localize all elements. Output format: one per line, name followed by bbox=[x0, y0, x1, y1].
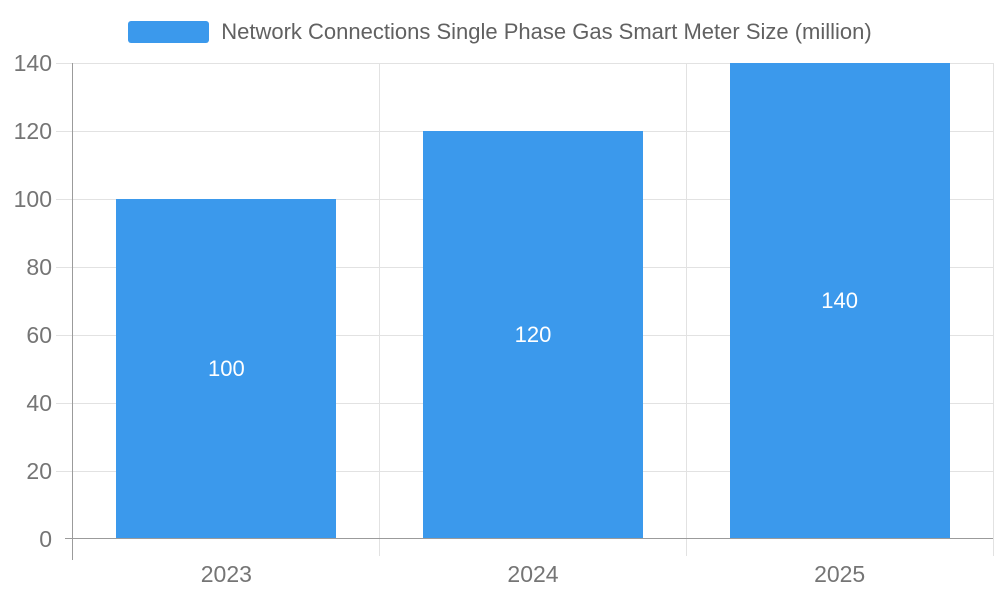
x-axis-category-label: 2023 bbox=[200, 561, 252, 587]
y-axis-line bbox=[72, 63, 73, 560]
y-axis-tick-label: 140 bbox=[13, 50, 52, 76]
bar-2025[interactable] bbox=[729, 63, 950, 539]
legend-label: Network Connections Single Phase Gas Sma… bbox=[221, 19, 872, 44]
bar-value-label: 140 bbox=[821, 288, 859, 313]
bar-2023[interactable] bbox=[116, 199, 337, 539]
y-axis-tick-label: 40 bbox=[26, 390, 52, 416]
y-axis-tick-label: 100 bbox=[13, 186, 52, 212]
bar-value-label: 120 bbox=[514, 322, 552, 347]
x-axis-category-label: 2024 bbox=[507, 561, 559, 587]
y-axis-tick-label: 80 bbox=[26, 254, 52, 280]
legend-item[interactable]: Network Connections Single Phase Gas Sma… bbox=[0, 18, 1000, 46]
x-gridline bbox=[379, 63, 381, 556]
x-gridline bbox=[685, 63, 687, 556]
x-axis-category-label: 2025 bbox=[814, 561, 866, 587]
y-axis-tick-label: 0 bbox=[39, 526, 52, 552]
bar-value-label: 100 bbox=[207, 356, 245, 381]
y-axis-tick-label: 20 bbox=[26, 458, 52, 484]
x-gridline bbox=[992, 63, 994, 556]
y-axis-tick-label: 60 bbox=[26, 322, 52, 348]
bar-2024[interactable] bbox=[423, 131, 643, 539]
y-axis-tick-label: 120 bbox=[13, 118, 52, 144]
legend-swatch-icon bbox=[128, 21, 210, 43]
y-gridline bbox=[56, 62, 993, 64]
x-axis-line bbox=[65, 538, 993, 539]
